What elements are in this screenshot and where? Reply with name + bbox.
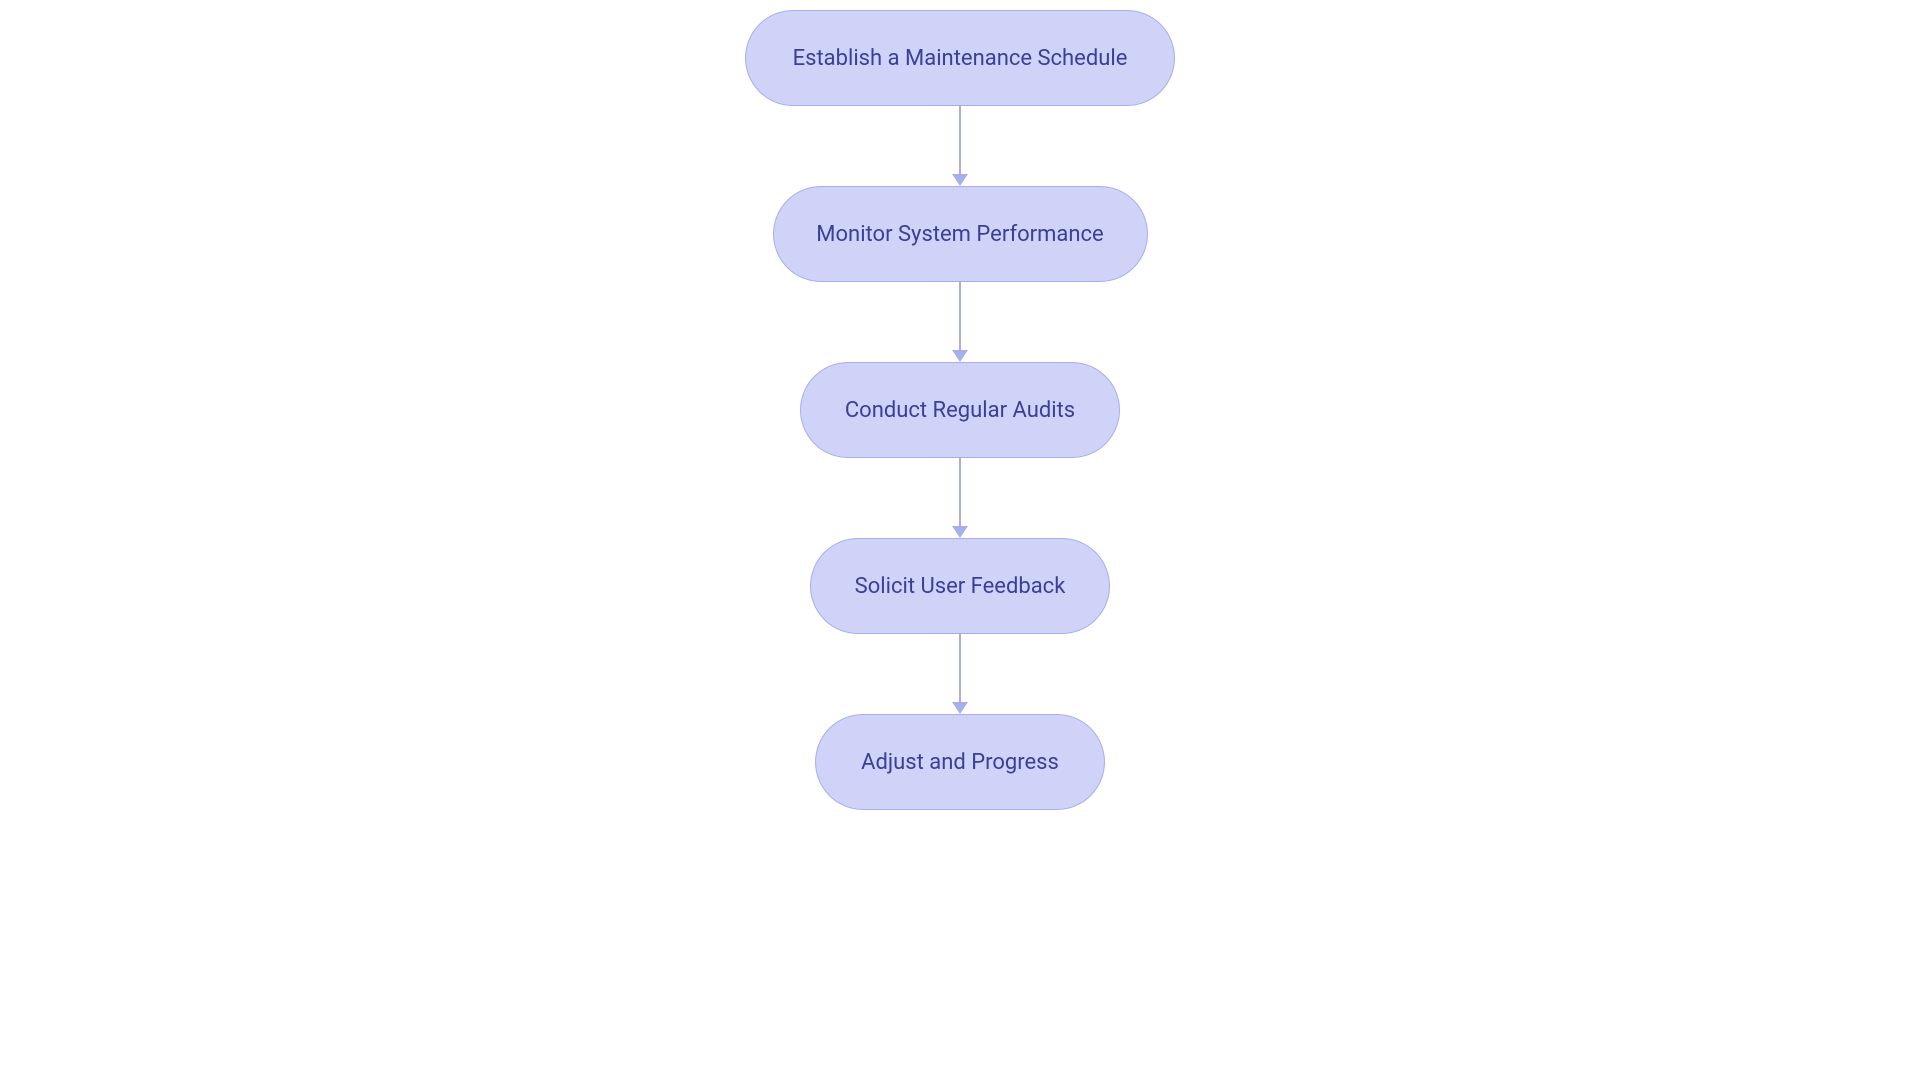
- flowchart-node-5: Adjust and Progress: [815, 714, 1105, 810]
- flowchart-node-1-label: Establish a Maintenance Schedule: [793, 46, 1128, 71]
- flowchart-node-1: Establish a Maintenance Schedule: [745, 10, 1175, 106]
- flowchart-node-4: Solicit User Feedback: [810, 538, 1110, 634]
- arrow-head-icon: [952, 526, 968, 538]
- flowchart-container: Establish a Maintenance Schedule Monitor…: [745, 10, 1175, 810]
- flowchart-arrow-2: [952, 282, 968, 362]
- flowchart-node-3: Conduct Regular Audits: [800, 362, 1120, 458]
- flowchart-arrow-3: [952, 458, 968, 538]
- arrow-shaft-icon: [959, 634, 961, 702]
- flowchart-arrow-1: [952, 106, 968, 186]
- arrow-shaft-icon: [959, 106, 961, 174]
- arrow-head-icon: [952, 702, 968, 714]
- arrow-shaft-icon: [959, 458, 961, 526]
- flowchart-node-2: Monitor System Performance: [773, 186, 1148, 282]
- arrow-shaft-icon: [959, 282, 961, 350]
- arrow-head-icon: [952, 174, 968, 186]
- flowchart-node-4-label: Solicit User Feedback: [855, 574, 1066, 599]
- flowchart-node-2-label: Monitor System Performance: [816, 222, 1103, 247]
- flowchart-node-5-label: Adjust and Progress: [861, 750, 1059, 775]
- flowchart-arrow-4: [952, 634, 968, 714]
- flowchart-node-3-label: Conduct Regular Audits: [845, 398, 1075, 423]
- arrow-head-icon: [952, 350, 968, 362]
